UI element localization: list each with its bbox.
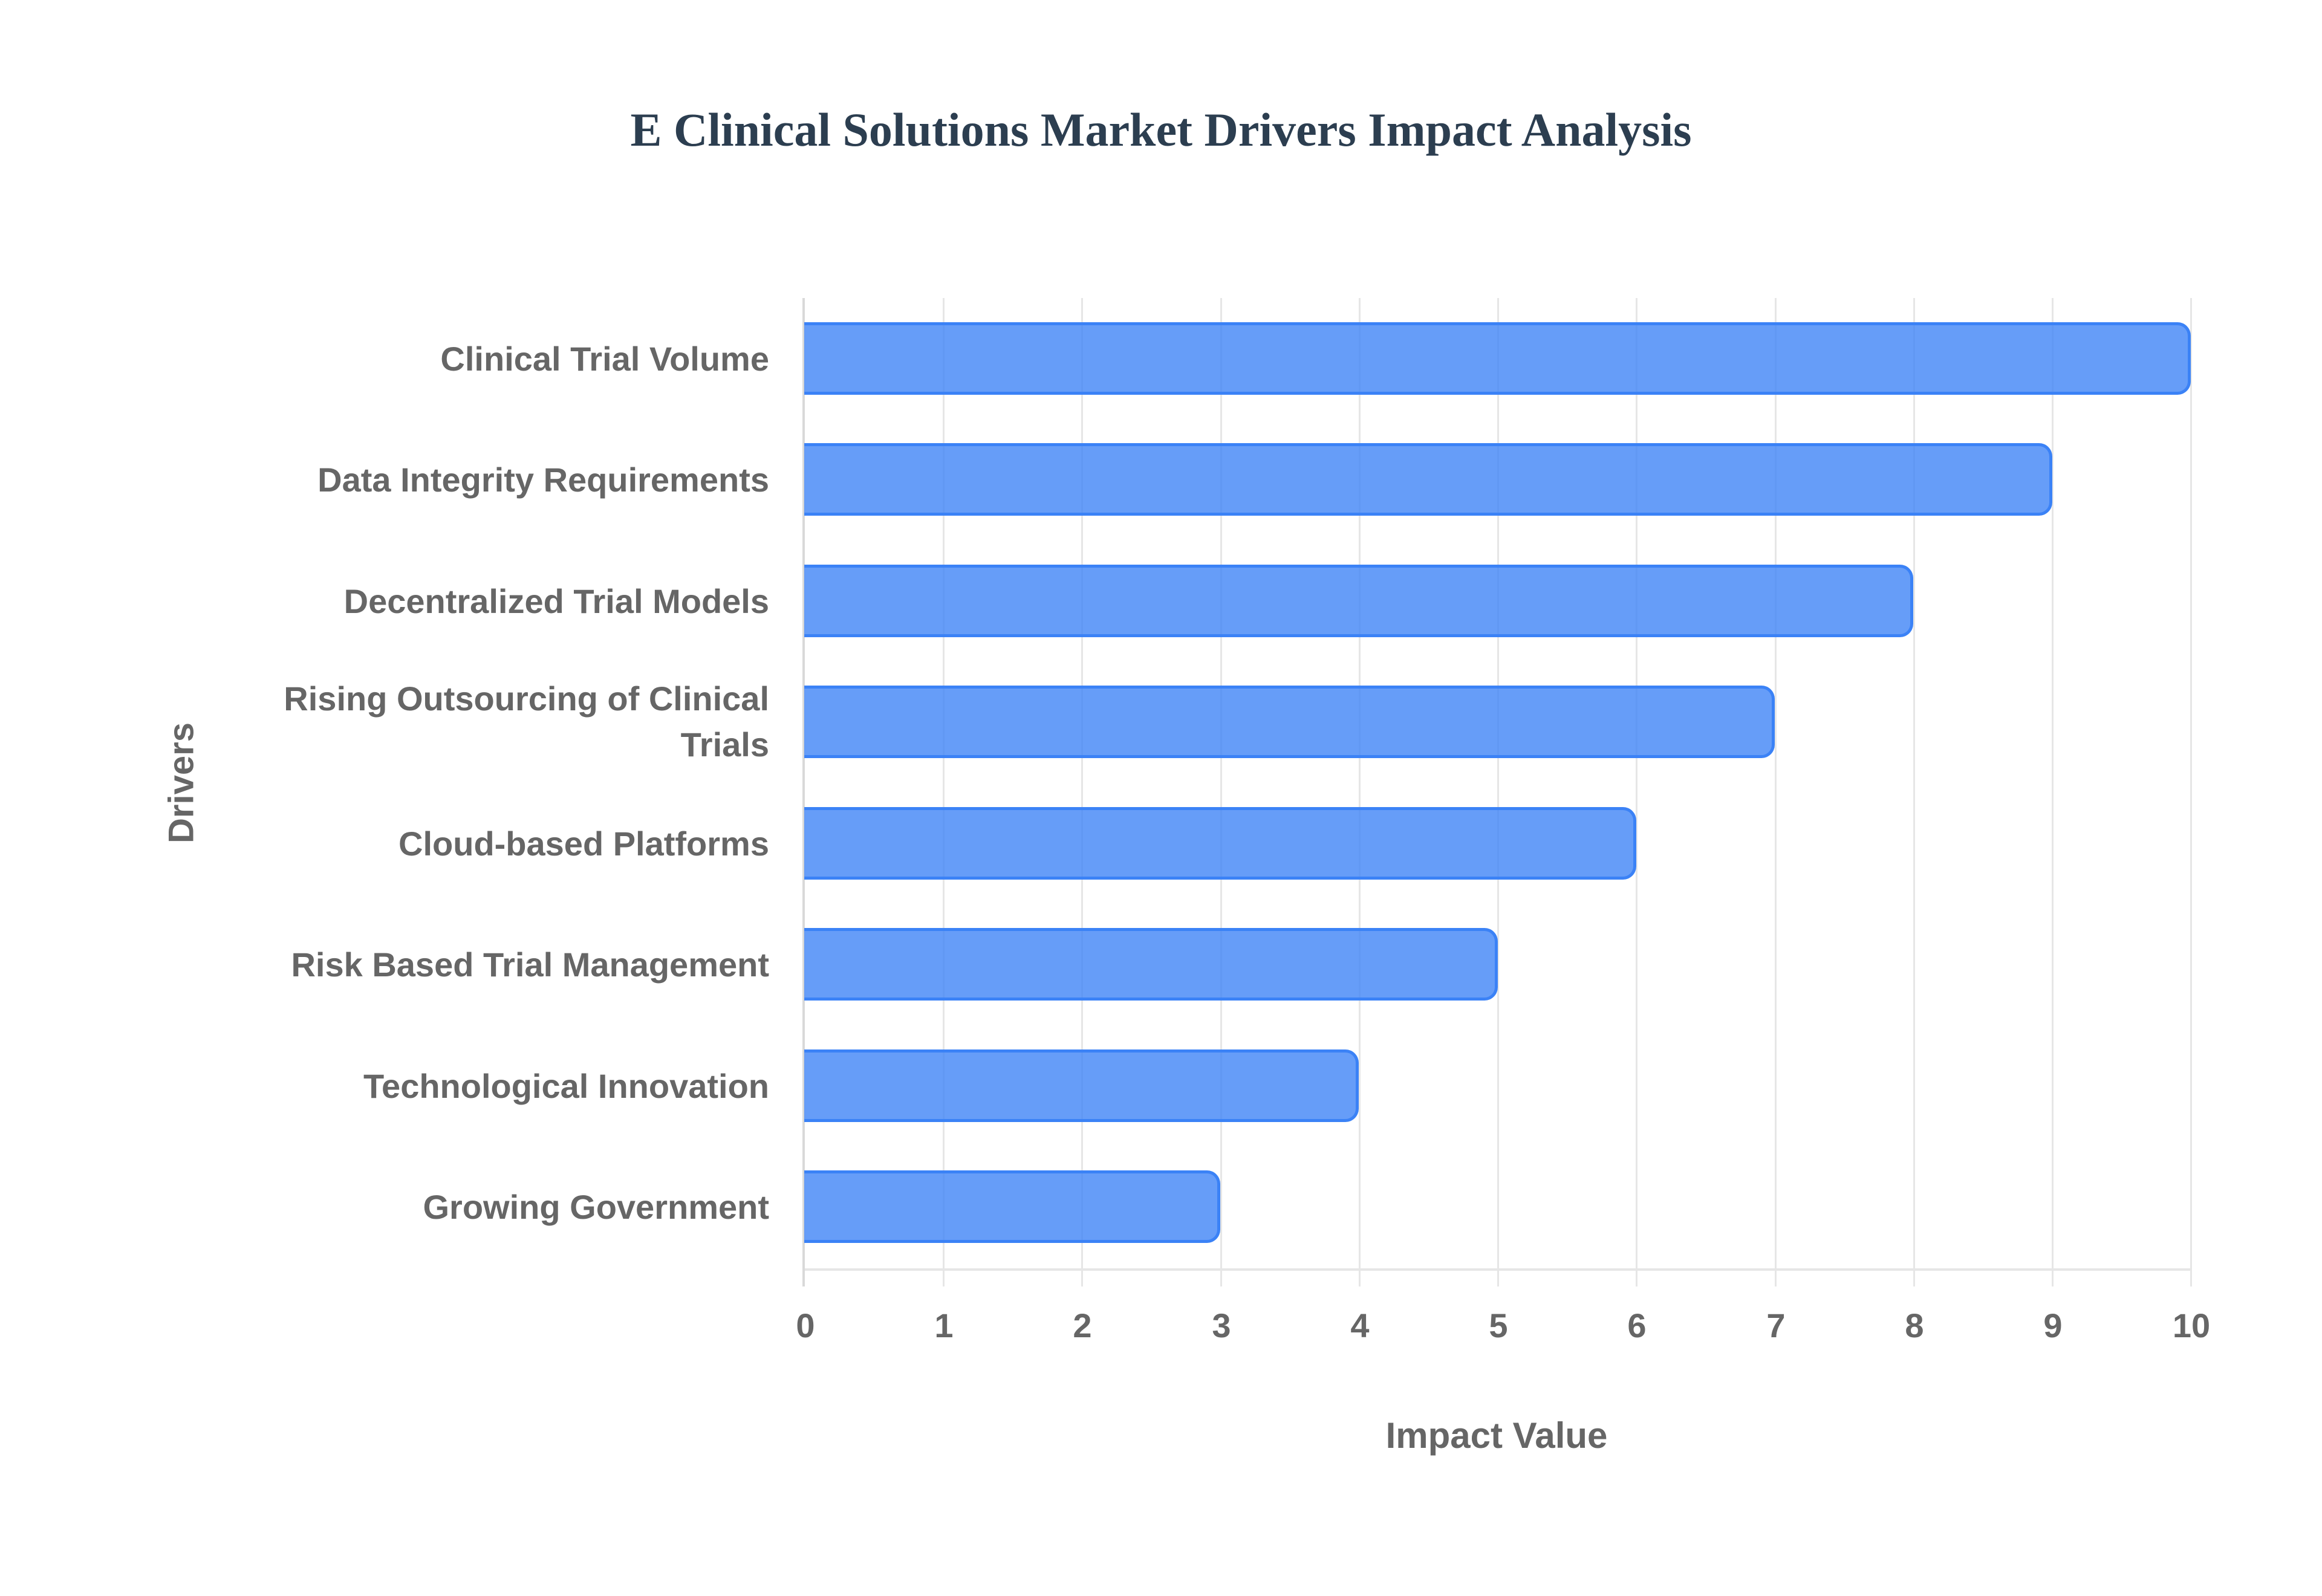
gridline <box>1775 298 1777 1286</box>
x-axis-title: Impact Value <box>1385 1415 1608 1456</box>
x-tick-label: 10 <box>2172 1306 2211 1345</box>
x-tick-label: 4 <box>1350 1306 1370 1345</box>
y-tick-label: Risk Based Trial Management <box>291 946 769 984</box>
y-tick-label: Decentralized Trial Models <box>343 582 769 620</box>
x-tick-label: 8 <box>1905 1306 1924 1345</box>
y-tick-label: Technological Innovation <box>363 1067 769 1105</box>
x-tick-label: 6 <box>1627 1306 1647 1345</box>
x-axis-line <box>804 1268 2191 1271</box>
x-tick-label: 3 <box>1212 1306 1231 1345</box>
gridline <box>2190 298 2192 1286</box>
x-tick-label: 2 <box>1073 1306 1092 1345</box>
y-axis-line <box>802 298 805 1286</box>
y-tick-label: Rising Outsourcing of Clinical <box>284 680 769 718</box>
gridline <box>1636 298 1637 1286</box>
y-tick-label: Cloud-based Platforms <box>398 825 769 863</box>
gridline <box>1220 298 1222 1286</box>
bar-clinical-trial-volume[interactable] <box>804 322 2191 395</box>
x-tick-label: 9 <box>2043 1306 2063 1345</box>
bar-data-integrity-requirements[interactable] <box>804 443 2052 516</box>
gridline <box>1359 298 1361 1286</box>
bar-decentralized-trial-models[interactable] <box>804 565 1914 637</box>
bar-rising-outsourcing[interactable] <box>804 686 1775 758</box>
gridline <box>1913 298 1915 1286</box>
bar-risk-based-trial-management[interactable] <box>804 928 1498 1001</box>
gridline <box>943 298 945 1286</box>
y-tick-label: Trials <box>680 725 769 764</box>
y-tick-label: Growing Government <box>423 1188 770 1226</box>
gridline <box>1081 298 1083 1286</box>
x-tick-label: 1 <box>934 1306 954 1345</box>
x-tick-label: 5 <box>1489 1306 1508 1345</box>
chart-title: E Clinical Solutions Market Drivers Impa… <box>630 103 1692 156</box>
y-tick-label: Data Integrity Requirements <box>317 461 769 499</box>
x-tick-label: 7 <box>1766 1306 1786 1345</box>
x-tick-label: 0 <box>796 1306 815 1345</box>
gridline <box>2052 298 2054 1286</box>
gridline <box>1497 298 1499 1286</box>
bar-growing-government[interactable] <box>804 1170 1220 1243</box>
bar-technological-innovation[interactable] <box>804 1049 1359 1122</box>
bar-cloud-based-platforms[interactable] <box>804 807 1636 880</box>
y-tick-label: Clinical Trial Volume <box>440 340 769 378</box>
plot-area <box>802 298 2192 1286</box>
